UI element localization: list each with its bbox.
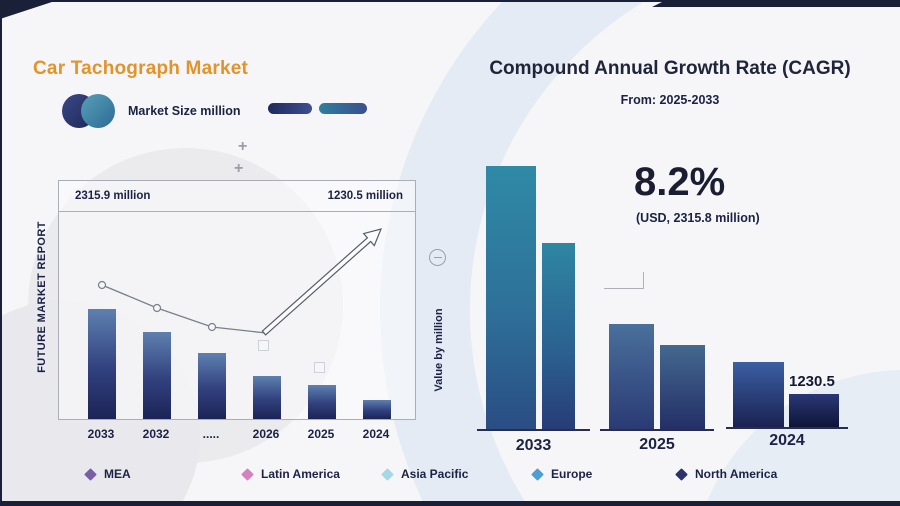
bracket-decoration xyxy=(604,272,644,289)
scale-pills xyxy=(268,103,367,114)
legend-label: Asia Pacific xyxy=(401,467,469,481)
cagr-bar-2024-1 xyxy=(733,362,784,428)
top-right-edge-accent xyxy=(652,0,900,7)
left-edge xyxy=(0,0,2,506)
legend-diamond-icon xyxy=(381,467,394,481)
square-decoration xyxy=(314,362,325,373)
cagr-bar-2025-1 xyxy=(609,324,654,430)
left-chart-title: Car Tachograph Market xyxy=(33,58,249,79)
market-x-label: 2032 xyxy=(142,427,170,441)
legend-item-europe: Europe xyxy=(531,466,593,482)
market-x-label: ..... xyxy=(202,427,220,441)
cagr-x-label: 2024 xyxy=(769,432,805,449)
legend-label: Europe xyxy=(551,467,593,481)
legend-item-mea: MEA xyxy=(84,466,131,482)
market-x-label: 2026 xyxy=(252,427,280,441)
end-value-label: 1230.5 million xyxy=(327,190,403,202)
legend-item-north-america: North America xyxy=(675,466,778,482)
market-x-label: 2025 xyxy=(307,427,335,441)
market-bar-2026 xyxy=(253,376,281,419)
market-x-axis: 2033 2032..... 2026 2025 2024 xyxy=(58,427,416,443)
start-value-label: 2315.9 million xyxy=(75,190,151,202)
market-size-icon xyxy=(62,93,116,129)
cagr-x-label: 2033 xyxy=(515,437,552,454)
market-bar-..... xyxy=(198,353,226,419)
legend-item-asia-pacific: Asia Pacific xyxy=(381,466,469,482)
pill-teal-icon xyxy=(319,103,367,114)
top-edge xyxy=(0,0,900,2)
market-size-legend: Market Size million xyxy=(62,93,241,129)
legend-label: Latin America xyxy=(261,467,340,481)
market-x-label: 2033 xyxy=(87,427,115,441)
legend-label: MEA xyxy=(104,467,131,481)
minus-circle-icon xyxy=(429,249,446,266)
market-x-label: 2024 xyxy=(362,427,390,441)
bottom-edge xyxy=(0,501,900,506)
legend-label: North America xyxy=(695,467,778,481)
cagr-bar-2033-2 xyxy=(542,243,575,430)
top-left-corner-accent xyxy=(0,0,58,19)
pill-dark-icon xyxy=(268,103,312,114)
legend-diamond-icon xyxy=(84,467,97,481)
plus-decoration: + xyxy=(238,138,248,155)
cagr-baseline xyxy=(726,427,848,429)
cagr-detail: (USD, 2315.8 million) xyxy=(636,211,760,225)
plus-decoration: + xyxy=(234,160,244,177)
cagr-baseline xyxy=(477,429,590,431)
market-bar-2024 xyxy=(363,400,391,419)
chart-header-divider xyxy=(59,211,415,212)
cagr-bar-2025-2 xyxy=(660,345,705,430)
legend-diamond-icon xyxy=(531,467,544,481)
right-chart-title: Compound Annual Growth Rate (CAGR) xyxy=(489,58,851,79)
cagr-bar-2024-2 xyxy=(789,394,839,428)
cagr-baseline xyxy=(600,429,714,431)
cagr-value: 8.2% xyxy=(634,160,726,204)
legend-diamond-icon xyxy=(241,467,254,481)
annotation-value: 1230.5 xyxy=(789,373,835,390)
market-size-label: Market Size million xyxy=(128,104,241,118)
cagr-x-label: 2025 xyxy=(639,436,675,453)
market-bar-2025 xyxy=(308,385,336,419)
cagr-period: From: 2025-2033 xyxy=(620,93,720,107)
square-decoration xyxy=(258,340,269,351)
legend-item-latin-america: Latin America xyxy=(241,466,340,482)
legend-diamond-icon xyxy=(675,467,688,481)
market-bar-2032 xyxy=(143,332,171,419)
cagr-bar-2033-1 xyxy=(486,166,536,430)
